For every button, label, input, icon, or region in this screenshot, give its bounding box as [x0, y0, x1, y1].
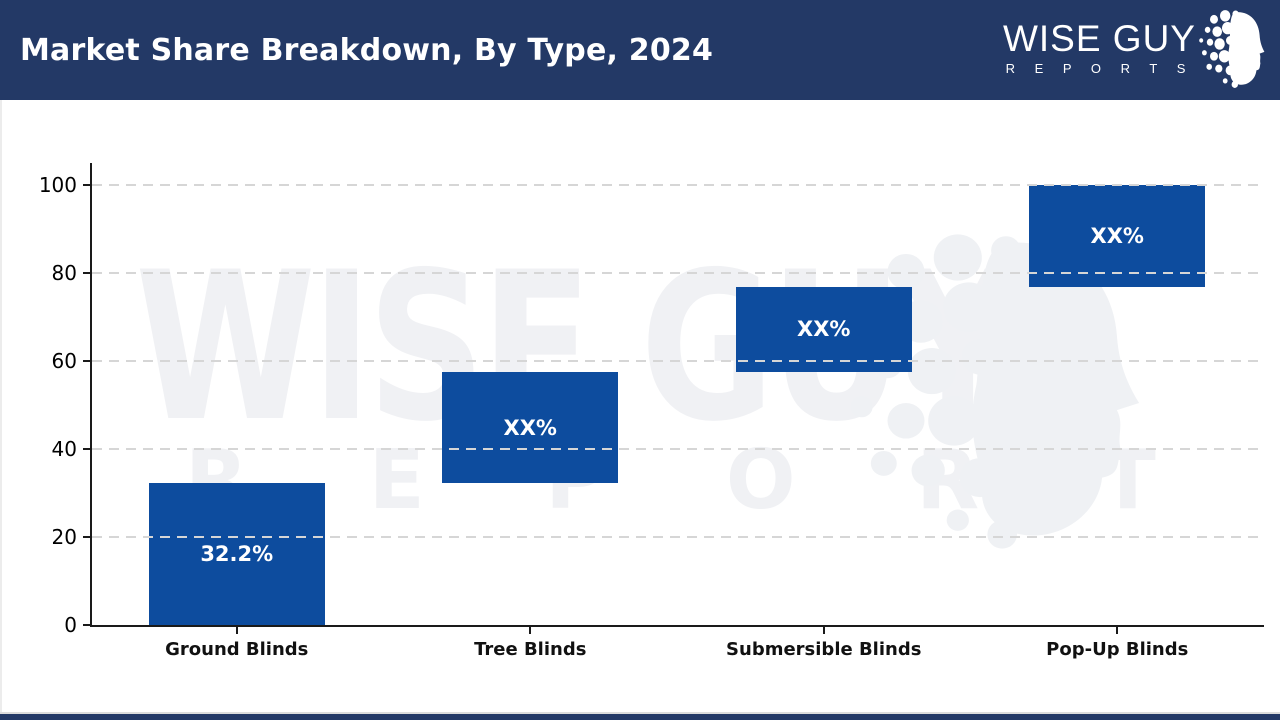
y-tick-label-0: 0: [64, 613, 77, 637]
y-axis-tick-20: [83, 536, 90, 538]
bottom-divider-line: [0, 712, 1280, 714]
y-tick-label-40: 40: [51, 437, 77, 461]
grid-line-80: [92, 272, 1264, 274]
plot-area: 32.2% XX% XX% XX% 0 20 40 60 80 100 Ground Blinds T…: [0, 100, 1280, 716]
y-axis-tick-100: [83, 184, 90, 186]
bar-tree-blinds: XX%: [442, 372, 619, 484]
y-axis-tick-40: [83, 448, 90, 450]
brand-name: WISE GUY: [1002, 18, 1196, 59]
brand-logo: WISE GUY R E P O R T S: [1002, 0, 1274, 100]
bar-value-label: XX%: [1090, 223, 1144, 248]
y-axis-tick-80: [83, 272, 90, 274]
brand-head-profile-icon: [1199, 10, 1265, 88]
x-tick-label-3: Submersible Blinds: [726, 639, 922, 660]
bar-ground-blinds: 32.2%: [148, 483, 325, 625]
header-band: Market Share Breakdown, By Type, 2024 WI…: [0, 0, 1280, 100]
y-axis-tick-0: [83, 624, 90, 626]
x-tick-label-2: Tree Blinds: [474, 639, 587, 660]
grid-line-40: [92, 448, 1264, 450]
bottom-accent-bar: [0, 714, 1280, 720]
x-axis-tick-1: [235, 627, 238, 634]
y-axis-line: [90, 163, 92, 627]
x-tick-label-4: Pop-Up Blinds: [1046, 639, 1189, 660]
y-axis-tick-60: [83, 360, 90, 362]
x-axis-tick-4: [1116, 627, 1119, 634]
bar-value-label: XX%: [797, 317, 851, 342]
bar-value-label: 32.2%: [200, 542, 274, 567]
x-axis-tick-3: [822, 627, 825, 634]
x-axis-line: [90, 625, 1264, 627]
y-tick-label-20: 20: [51, 525, 77, 549]
grid-line-20: [92, 536, 1264, 538]
y-tick-label-100: 100: [38, 173, 77, 197]
page-title: Market Share Breakdown, By Type, 2024: [20, 32, 714, 68]
bar-value-label: XX%: [503, 415, 557, 440]
grid-line-100: [92, 184, 1264, 186]
x-tick-label-1: Ground Blinds: [165, 639, 309, 660]
brand-logo-text: WISE GUY R E P O R T S: [1002, 18, 1196, 77]
x-axis-tick-2: [529, 627, 532, 634]
brand-subtitle: R E P O R T S: [1005, 61, 1194, 76]
y-tick-label-80: 80: [51, 261, 77, 285]
grid-line-60: [92, 360, 1264, 362]
y-tick-label-60: 60: [51, 349, 77, 373]
